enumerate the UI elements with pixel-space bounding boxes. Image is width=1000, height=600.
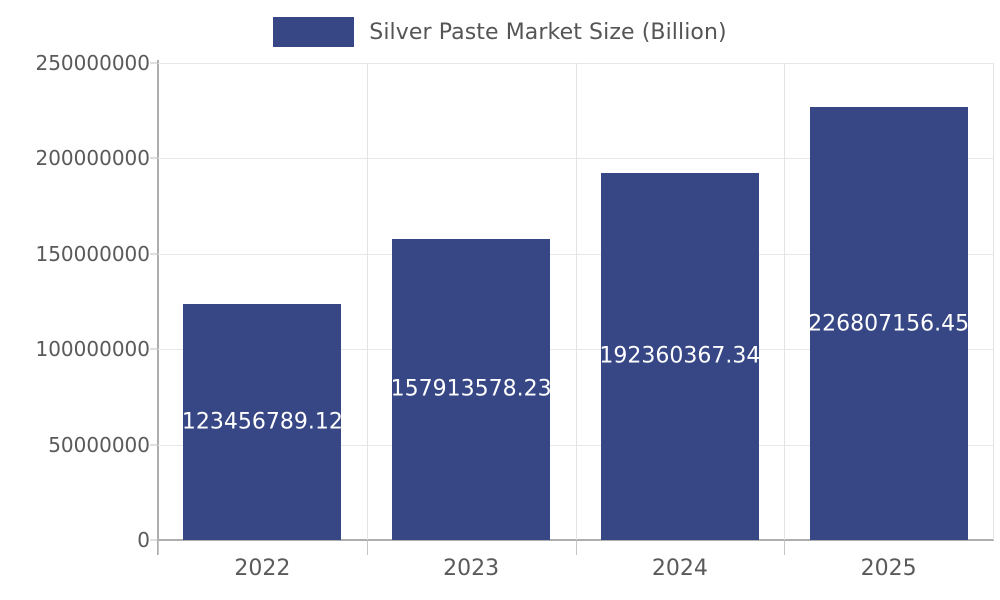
y-axis-spine	[157, 60, 159, 555]
x-axis-tick-mark	[158, 541, 159, 555]
gridline-horizontal	[158, 158, 993, 160]
gridline-horizontal	[158, 444, 993, 446]
gridline-horizontal	[158, 63, 993, 64]
x-axis-tick-mark	[367, 541, 368, 555]
x-axis-spine	[158, 539, 994, 541]
gridline-horizontal	[158, 253, 993, 255]
y-axis-tick-mark	[150, 62, 158, 64]
gridline-vertical	[784, 63, 785, 540]
y-axis-tick-mark	[150, 348, 158, 350]
x-axis-tick-label: 2024	[651, 556, 708, 581]
y-axis-tick-label: 0	[137, 528, 150, 552]
gridline-vertical	[993, 63, 994, 540]
gridline-vertical	[367, 63, 368, 540]
y-axis-tick-label: 150000000	[35, 241, 150, 266]
bar[interactable]	[392, 238, 551, 540]
x-axis-tick-mark	[784, 541, 785, 555]
y-axis-tick-mark	[150, 444, 158, 446]
y-axis-tick-label: 250000000	[35, 51, 150, 75]
gridline-vertical	[576, 63, 577, 540]
chart-legend: Silver Paste Market Size (Billion)	[0, 10, 1000, 54]
x-axis-tick-mark	[576, 541, 577, 555]
plot-area	[158, 63, 994, 540]
bar[interactable]	[809, 107, 968, 540]
legend-swatch-icon	[273, 17, 355, 47]
bar[interactable]	[183, 304, 342, 540]
legend-label: Silver Paste Market Size (Billion)	[369, 19, 727, 45]
x-axis-tick-label: 2025	[860, 556, 917, 581]
y-axis-tick-mark	[150, 157, 158, 159]
y-axis-tick-mark	[150, 253, 158, 255]
gridline-horizontal	[158, 349, 993, 351]
x-axis-tick-label: 2023	[443, 556, 500, 581]
legend-item-silver-paste-market-size[interactable]: Silver Paste Market Size (Billion)	[273, 17, 727, 47]
y-axis-tick-label: 100000000	[35, 337, 150, 362]
y-axis-tick-mark	[150, 539, 158, 541]
x-axis-tick-label: 2022	[234, 556, 291, 581]
bar[interactable]	[600, 172, 759, 540]
y-axis-tick-label: 200000000	[35, 146, 150, 171]
y-axis-tick-label: 50000000	[48, 432, 150, 457]
